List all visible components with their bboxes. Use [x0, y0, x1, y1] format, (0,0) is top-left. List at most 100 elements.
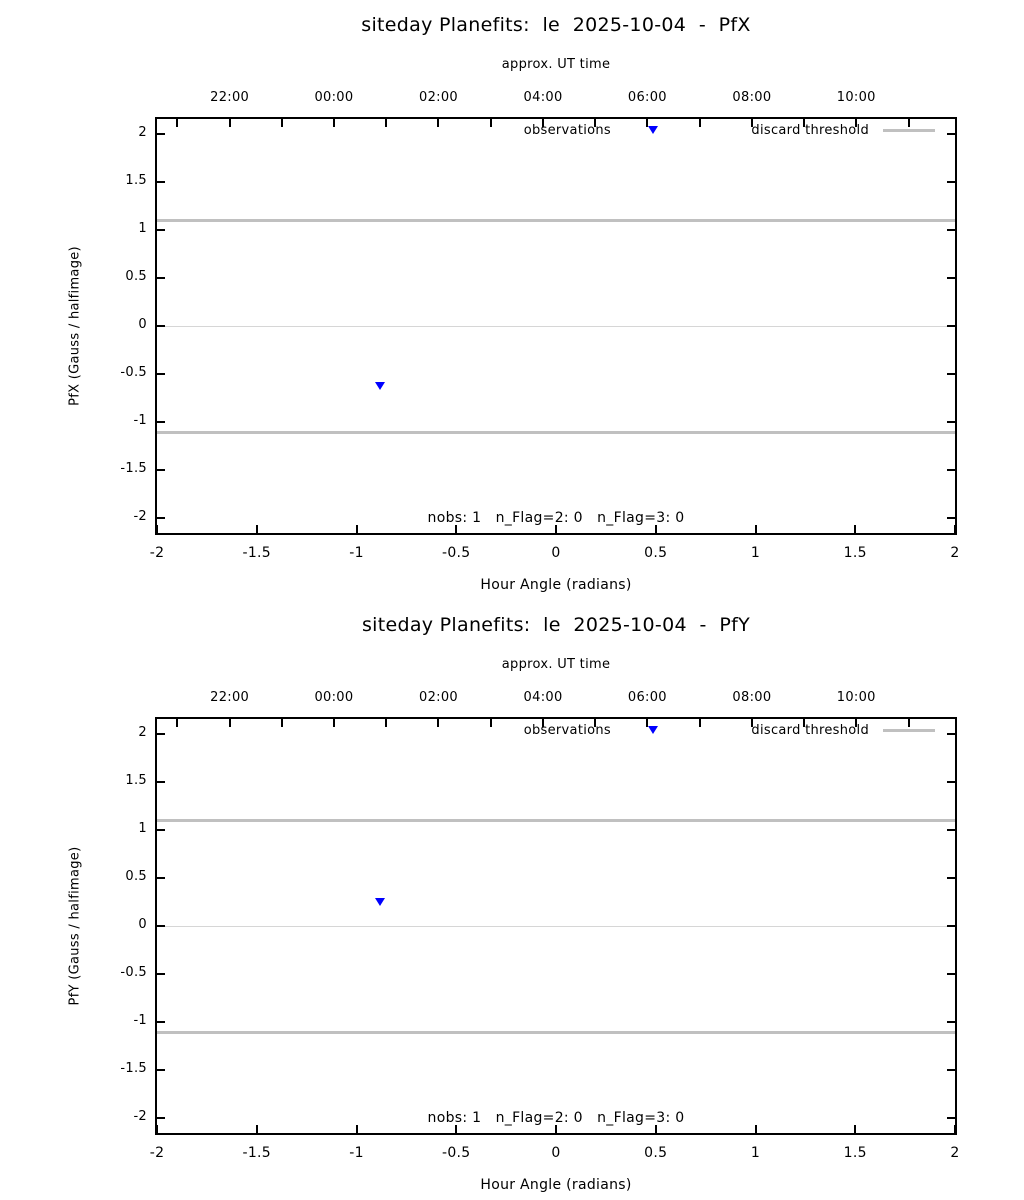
discard-threshold-line	[157, 819, 955, 823]
x-tick-label: -0.5	[441, 545, 471, 561]
y-tick	[157, 1117, 165, 1120]
x-tick-label: -1.5	[242, 1145, 272, 1161]
y-tick	[157, 517, 165, 520]
y-tick	[947, 421, 955, 424]
x-tick-label: 2	[950, 1145, 960, 1161]
y-tick-label: -1	[133, 413, 147, 429]
time-tick	[803, 119, 806, 127]
y-tick	[157, 1069, 165, 1072]
stats-annotation: nobs: 1 n_Flag=2: 0 n_Flag=3: 0	[427, 1110, 685, 1126]
time-tick-label: 22:00	[210, 90, 250, 105]
y-tick	[947, 517, 955, 520]
time-tick	[698, 119, 701, 127]
y-tick-label: 0.5	[125, 268, 147, 284]
y-axis-title: PfY (Gauss / halfimage)	[67, 846, 83, 1006]
time-tick-label: 06:00	[627, 690, 667, 705]
time-tick	[437, 719, 440, 727]
observation-point	[375, 381, 386, 390]
x-tick-label: -2	[149, 545, 165, 561]
time-tick	[646, 719, 649, 727]
x-tick	[555, 1125, 557, 1133]
legend-threshold-line	[883, 129, 935, 132]
x-tick-label: -0.5	[441, 1145, 471, 1161]
x-tick	[854, 525, 857, 533]
x-tick	[754, 525, 757, 533]
y-tick	[947, 780, 955, 783]
time-tick-label: 08:00	[732, 90, 772, 105]
time-tick	[855, 719, 858, 727]
y-tick-label: 1	[138, 220, 147, 236]
y-tick-label: -1	[133, 1013, 147, 1029]
y-tick	[947, 180, 955, 183]
x-tick	[156, 525, 158, 533]
time-tick	[594, 719, 597, 727]
x-tick	[954, 1125, 956, 1133]
time-tick	[176, 119, 179, 127]
time-tick	[176, 719, 179, 727]
x-tick	[455, 1125, 458, 1133]
y-tick	[947, 325, 955, 327]
x-axis-title: Hour Angle (radians)	[480, 1177, 632, 1193]
zero-line	[157, 326, 955, 327]
y-tick-label: 0.5	[125, 868, 147, 884]
chart-pfx: siteday Planefits: le 2025-10-04 - PfX a…	[67, 14, 960, 593]
x-tick-label: 0.5	[644, 1145, 668, 1161]
y-tick	[157, 780, 165, 783]
legend-observations-label: observations	[523, 723, 611, 738]
y-tick	[157, 876, 165, 879]
y-axis-title: PfX (Gauss / halfimage)	[67, 246, 83, 406]
time-tick	[698, 719, 701, 727]
time-tick	[489, 119, 492, 127]
chart-pfy: siteday Planefits: le 2025-10-04 - PfY a…	[0, 600, 1024, 1200]
time-tick-label: 10:00	[836, 690, 876, 705]
time-tick	[332, 119, 335, 127]
time-tick	[542, 719, 545, 727]
y-tick	[947, 1021, 955, 1024]
y-tick	[157, 421, 165, 424]
y-tick	[947, 1069, 955, 1072]
y-tick-label: 2	[138, 124, 147, 140]
time-tick	[907, 119, 910, 127]
y-tick-label: 0	[138, 317, 147, 332]
y-tick	[947, 732, 955, 735]
x-tick	[654, 525, 657, 533]
top-axis-title: approx. UT time	[501, 657, 611, 672]
chart-title: siteday Planefits: le 2025-10-04 - PfX	[361, 14, 751, 36]
time-tick-label: 08:00	[732, 690, 772, 705]
time-tick	[594, 119, 597, 127]
x-tick	[255, 1125, 258, 1133]
x-tick	[355, 525, 358, 533]
y-tick	[157, 925, 165, 927]
time-tick	[750, 119, 753, 127]
time-tick	[646, 119, 649, 127]
time-tick-label: 22:00	[210, 690, 250, 705]
x-tick	[156, 1125, 158, 1133]
zero-line	[157, 926, 955, 927]
plot-area: observations discard threshold nobs: 1 n…	[120, 690, 959, 1161]
x-tick-label: 1	[750, 545, 761, 561]
time-tick	[855, 119, 858, 127]
time-tick	[385, 719, 388, 727]
y-tick	[947, 228, 955, 231]
y-tick-label: 1.5	[125, 772, 147, 788]
legend-threshold-label: discard threshold	[751, 123, 869, 138]
time-tick	[332, 719, 335, 727]
x-tick-label: 0	[551, 545, 561, 561]
discard-threshold-line	[157, 219, 955, 223]
y-tick	[947, 276, 955, 279]
y-tick-label: -2	[133, 1109, 147, 1125]
y-tick	[157, 469, 165, 472]
x-tick-label: -1.5	[242, 545, 272, 561]
plot-area: observations discard threshold nobs: 1 n…	[120, 90, 959, 561]
y-tick	[157, 276, 165, 279]
legend-threshold-label: discard threshold	[751, 723, 869, 738]
time-tick-label: 00:00	[314, 90, 354, 105]
time-tick	[228, 119, 231, 127]
time-tick	[489, 719, 492, 727]
y-tick	[157, 828, 165, 831]
y-tick	[157, 973, 165, 976]
time-tick	[228, 719, 231, 727]
y-tick	[947, 925, 955, 927]
time-tick-label: 02:00	[419, 690, 458, 705]
